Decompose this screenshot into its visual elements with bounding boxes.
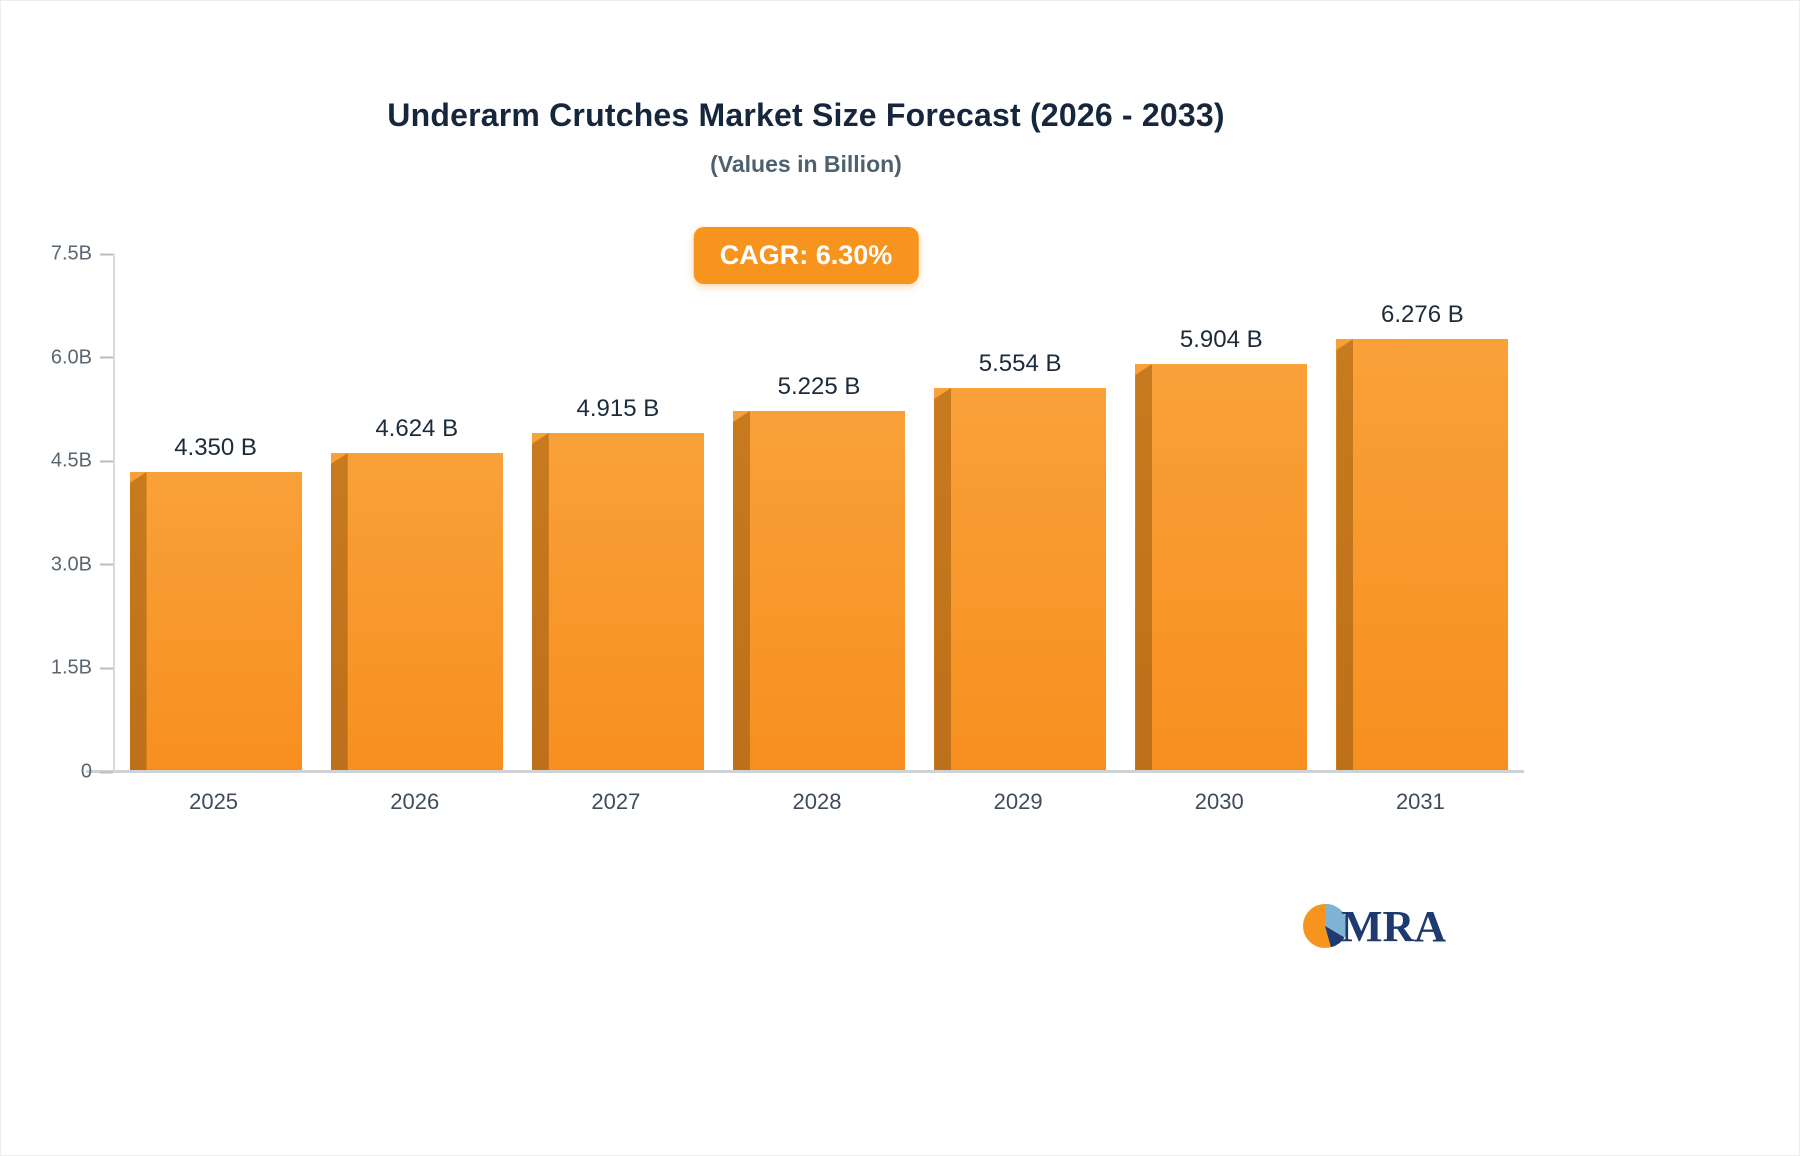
y-tick: 0 <box>21 761 113 784</box>
y-tick-mark <box>100 253 113 255</box>
logo-graphic: MRA <box>1303 902 1446 951</box>
bar-slot: 4.350 B <box>115 254 316 772</box>
bar-value-label: 6.276 B <box>1381 301 1464 328</box>
bar-value-label: 4.915 B <box>576 395 660 422</box>
x-axis-label-2029: 2029 <box>993 789 1043 814</box>
logo-text: MRA <box>1341 902 1446 951</box>
bar-value-label: 5.554 B <box>978 350 1062 377</box>
bar-2027: 4.915 B <box>531 395 704 772</box>
y-tick-label: 3.0B <box>50 553 92 576</box>
x-axis-label-2030: 2030 <box>1194 789 1244 814</box>
y-tick: 7.5B <box>21 243 113 266</box>
pie-icon <box>1303 903 1348 948</box>
chart-title: Underarm Crutches Market Size Forecast (… <box>387 97 1225 133</box>
bar-slot: 5.225 B <box>718 254 919 772</box>
y-tick-mark <box>100 771 113 773</box>
bar-value-label: 4.624 B <box>375 415 459 442</box>
x-axis-label-2025: 2025 <box>189 789 239 814</box>
chart-subtitle: (Values in Billion) <box>710 151 902 177</box>
x-axis-label-2028: 2028 <box>792 789 842 814</box>
x-axis-label-2027: 2027 <box>591 789 641 814</box>
y-tick-mark <box>100 667 113 670</box>
y-tick-label: 6.0B <box>50 346 92 369</box>
x-axis-label-2026: 2026 <box>390 789 440 814</box>
bar-slot: 4.624 B <box>316 254 517 772</box>
y-tick-label: 0 <box>80 760 92 783</box>
bar-2031: 6.276 B <box>1336 301 1509 772</box>
y-tick-mark <box>100 563 113 566</box>
plot-area: 4.350 B 4.624 B 4.915 B 5.225 B 5.554 B 5.904… <box>113 254 1521 772</box>
bar-2029: 5.554 B <box>934 350 1107 772</box>
bar-2025: 4.350 B <box>129 434 302 772</box>
bar-2028: 5.225 B <box>732 373 905 772</box>
cagr-badge: CAGR: 6.30% <box>693 227 919 284</box>
bar-slot: 6.276 B <box>1322 254 1523 772</box>
y-tick: 6.0B <box>21 346 113 369</box>
y-tick: 1.5B <box>21 657 113 680</box>
bar-slot: 5.904 B <box>1121 254 1322 772</box>
bar-value-label: 5.904 B <box>1179 326 1263 353</box>
y-tick: 3.0B <box>21 553 113 576</box>
x-axis-line <box>86 770 1524 773</box>
bar-2026: 4.624 B <box>330 415 503 772</box>
x-axis-label-2031: 2031 <box>1395 789 1445 814</box>
y-tick-mark <box>100 356 113 359</box>
bar-value-label: 5.225 B <box>777 373 861 400</box>
y-tick-label: 7.5B <box>50 242 92 265</box>
brand-logo: MRA <box>1299 894 1469 958</box>
y-tick-mark <box>100 460 113 463</box>
bar-2030: 5.904 B <box>1135 326 1308 772</box>
y-tick: 4.5B <box>21 450 113 473</box>
bar-slot: 4.915 B <box>517 254 718 772</box>
bar-slot: 5.554 B <box>920 254 1121 772</box>
y-tick-label: 4.5B <box>50 449 92 472</box>
bar-value-label: 4.350 B <box>174 434 257 461</box>
y-tick-label: 1.5B <box>50 656 92 679</box>
